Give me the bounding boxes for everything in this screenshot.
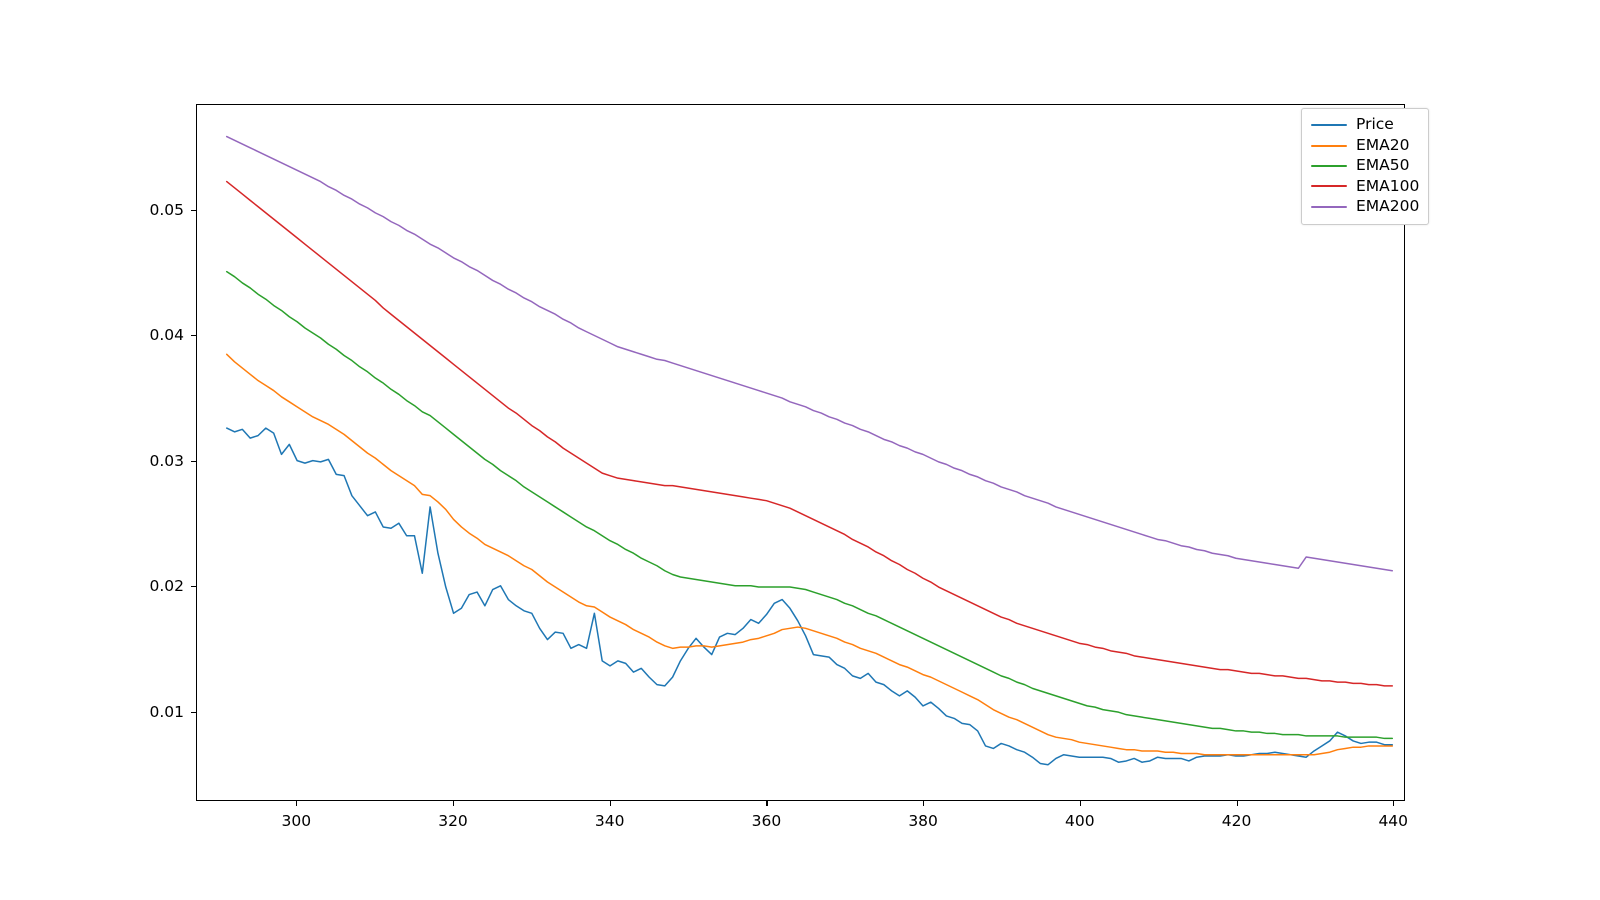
x-tick-mark <box>296 801 298 806</box>
series-line-ema100 <box>227 182 1393 686</box>
x-tick-mark <box>1236 801 1238 806</box>
series-line-price <box>227 428 1393 765</box>
legend-swatch-icon <box>1311 144 1347 147</box>
x-tick-label: 420 <box>1221 812 1252 830</box>
legend-swatch-icon <box>1311 124 1347 127</box>
y-tick-label: 0.05 <box>149 200 184 219</box>
y-tick-label: 0.03 <box>149 451 184 470</box>
x-tick-mark <box>923 801 925 806</box>
legend-label: Price <box>1356 115 1394 134</box>
x-tick-label: 360 <box>751 812 782 830</box>
chart-legend[interactable]: Price EMA20 EMA50 EMA100 EMA200 <box>1301 108 1430 225</box>
series-lines <box>197 105 1404 800</box>
legend-swatch-icon <box>1311 205 1347 208</box>
legend-swatch-icon <box>1311 164 1347 168</box>
y-tick-label: 0.02 <box>149 577 184 596</box>
x-tick-label: 340 <box>594 812 625 830</box>
legend-label: EMA200 <box>1356 197 1420 215</box>
series-line-ema20 <box>227 354 1393 754</box>
legend-item-ema20[interactable]: EMA20 <box>1311 135 1419 155</box>
x-tick-label: 380 <box>908 812 938 830</box>
legend-label: EMA100 <box>1356 176 1420 195</box>
legend-item-ema100[interactable]: EMA100 <box>1311 176 1419 196</box>
x-tick-label: 400 <box>1065 812 1095 830</box>
plot-area <box>196 104 1405 801</box>
y-tick-mark <box>191 335 196 337</box>
x-tick-mark <box>453 801 455 806</box>
legend-label: EMA50 <box>1356 156 1410 175</box>
legend-label: EMA20 <box>1356 135 1410 154</box>
series-line-ema200 <box>227 137 1393 571</box>
legend-item-ema50[interactable]: EMA50 <box>1311 156 1419 176</box>
y-tick-mark <box>191 460 196 462</box>
x-tick-mark <box>1079 801 1081 806</box>
series-line-ema50 <box>227 272 1393 739</box>
legend-item-ema200[interactable]: EMA200 <box>1311 197 1419 217</box>
x-tick-label: 440 <box>1378 812 1409 830</box>
y-tick-mark <box>191 209 196 211</box>
y-tick-mark <box>191 586 196 588</box>
x-tick-label: 300 <box>281 812 312 830</box>
y-tick-mark <box>191 711 196 713</box>
x-tick-mark <box>609 801 611 806</box>
x-tick-mark <box>1393 801 1395 806</box>
legend-swatch-icon <box>1311 185 1347 188</box>
y-tick-label: 0.04 <box>149 326 184 345</box>
x-tick-label: 320 <box>438 812 468 830</box>
x-tick-mark <box>766 801 768 806</box>
legend-item-price[interactable]: Price <box>1311 115 1419 135</box>
y-tick-label: 0.01 <box>149 702 184 721</box>
